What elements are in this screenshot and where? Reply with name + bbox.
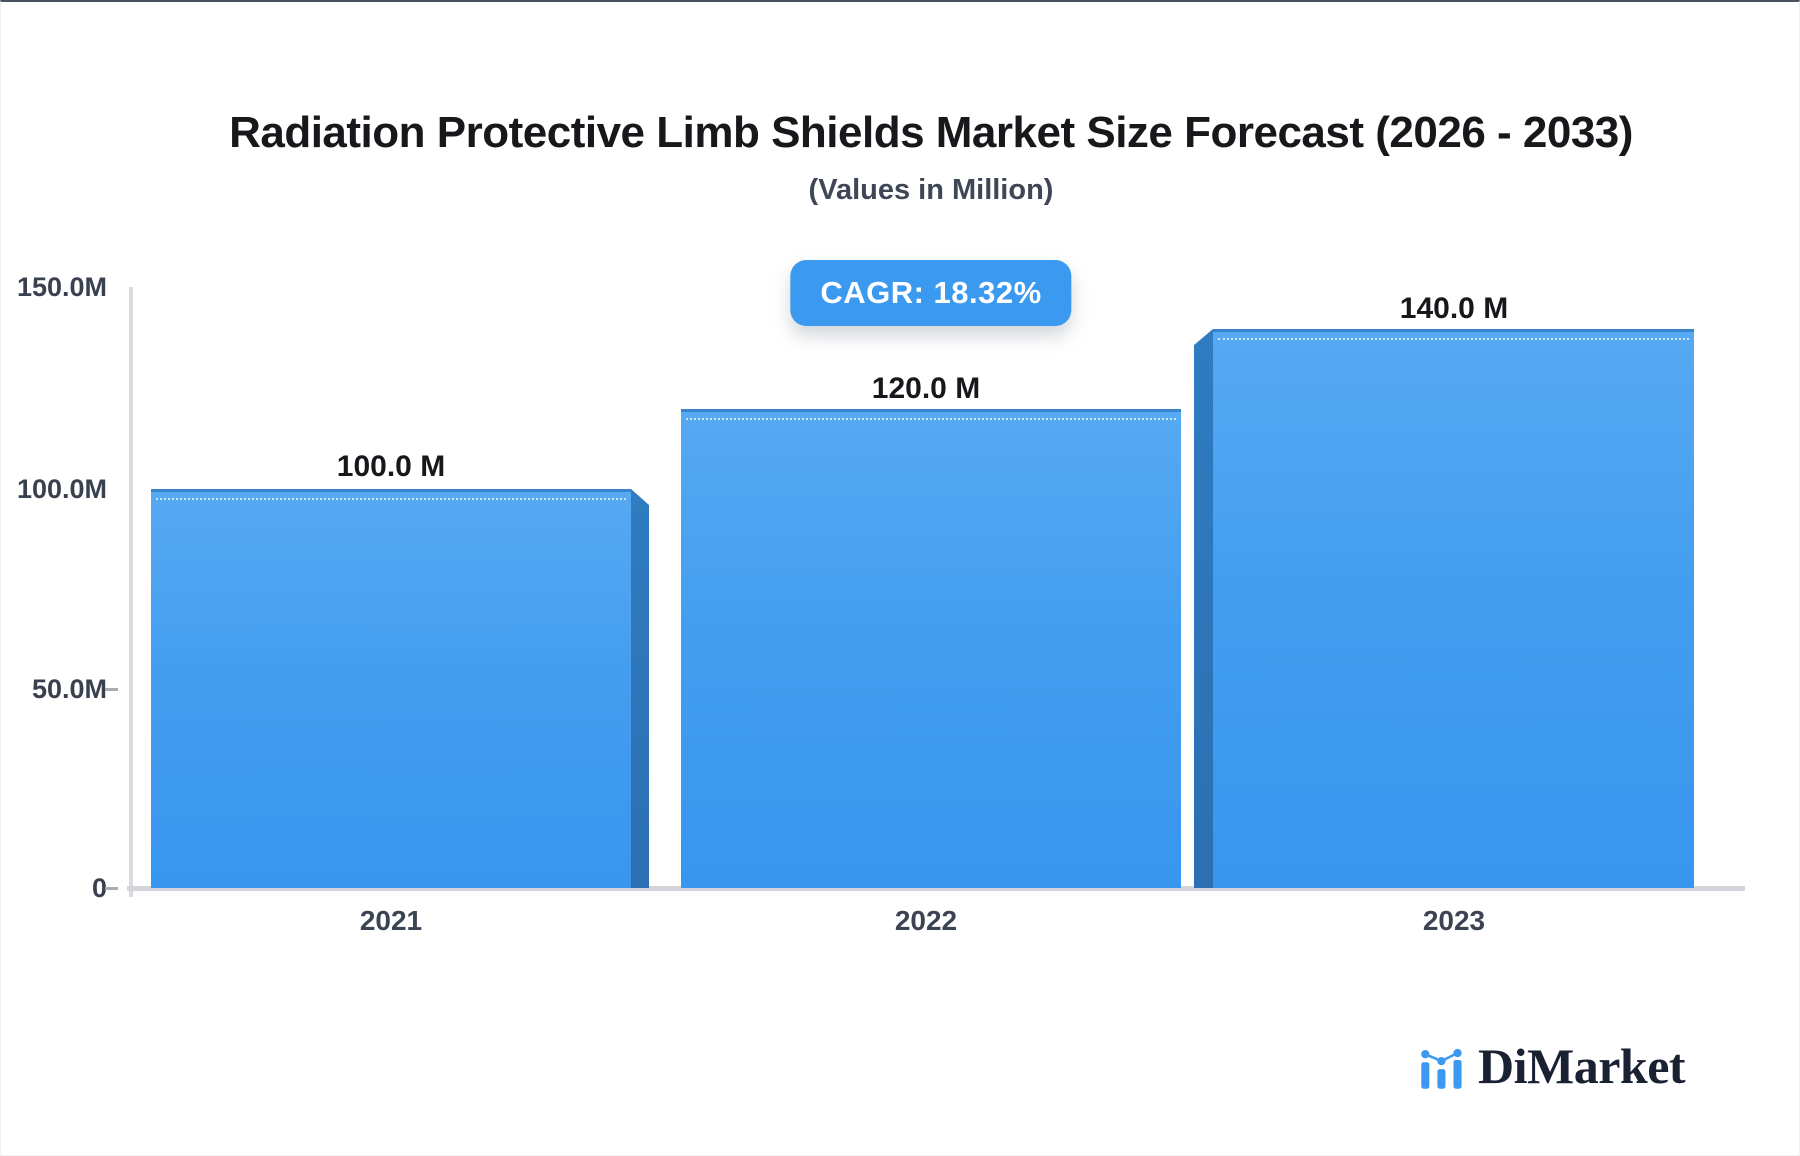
cagr-badge: CAGR: 18.32%	[790, 260, 1072, 326]
brand-logo: DiMarket	[1419, 1038, 1686, 1094]
page-subtitle: (Values in Million)	[808, 174, 1054, 206]
bar-top-dotted-line	[1218, 338, 1689, 340]
bar-2021[interactable]	[151, 489, 631, 888]
y-tick-50: 50.0M	[31, 674, 107, 704]
x-tick-2022: 2022	[894, 905, 958, 936]
bar-chart-logo-icon	[1419, 1046, 1465, 1090]
value-label-2021: 100.0 M	[336, 450, 446, 483]
x-tick-2021: 2021	[359, 905, 423, 936]
page-title: Radiation Protective Limb Shields Market…	[229, 108, 1633, 157]
y-tickmark-50	[105, 688, 118, 691]
y-tick-0: 0	[91, 873, 107, 903]
x-tick-2023: 2023	[1422, 905, 1486, 936]
value-label-2023: 140.0 M	[1399, 292, 1509, 325]
value-label-2022: 120.0 M	[871, 372, 981, 405]
y-tick-100: 100.0M	[16, 474, 107, 504]
y-axis-line	[129, 287, 133, 897]
bar-2022[interactable]	[681, 409, 1181, 888]
brand-logo-text: DiMarket	[1478, 1038, 1686, 1094]
bar-top-dotted-line	[686, 418, 1176, 420]
bar-2023[interactable]	[1213, 329, 1694, 888]
y-tickmark-0	[105, 887, 118, 890]
bar-2021-side-face	[631, 489, 649, 888]
bar-2023-side-face	[1194, 329, 1213, 888]
y-tick-150: 150.0M	[16, 272, 107, 302]
bar-top-dotted-line	[156, 498, 626, 500]
x-axis-line	[127, 886, 1745, 891]
